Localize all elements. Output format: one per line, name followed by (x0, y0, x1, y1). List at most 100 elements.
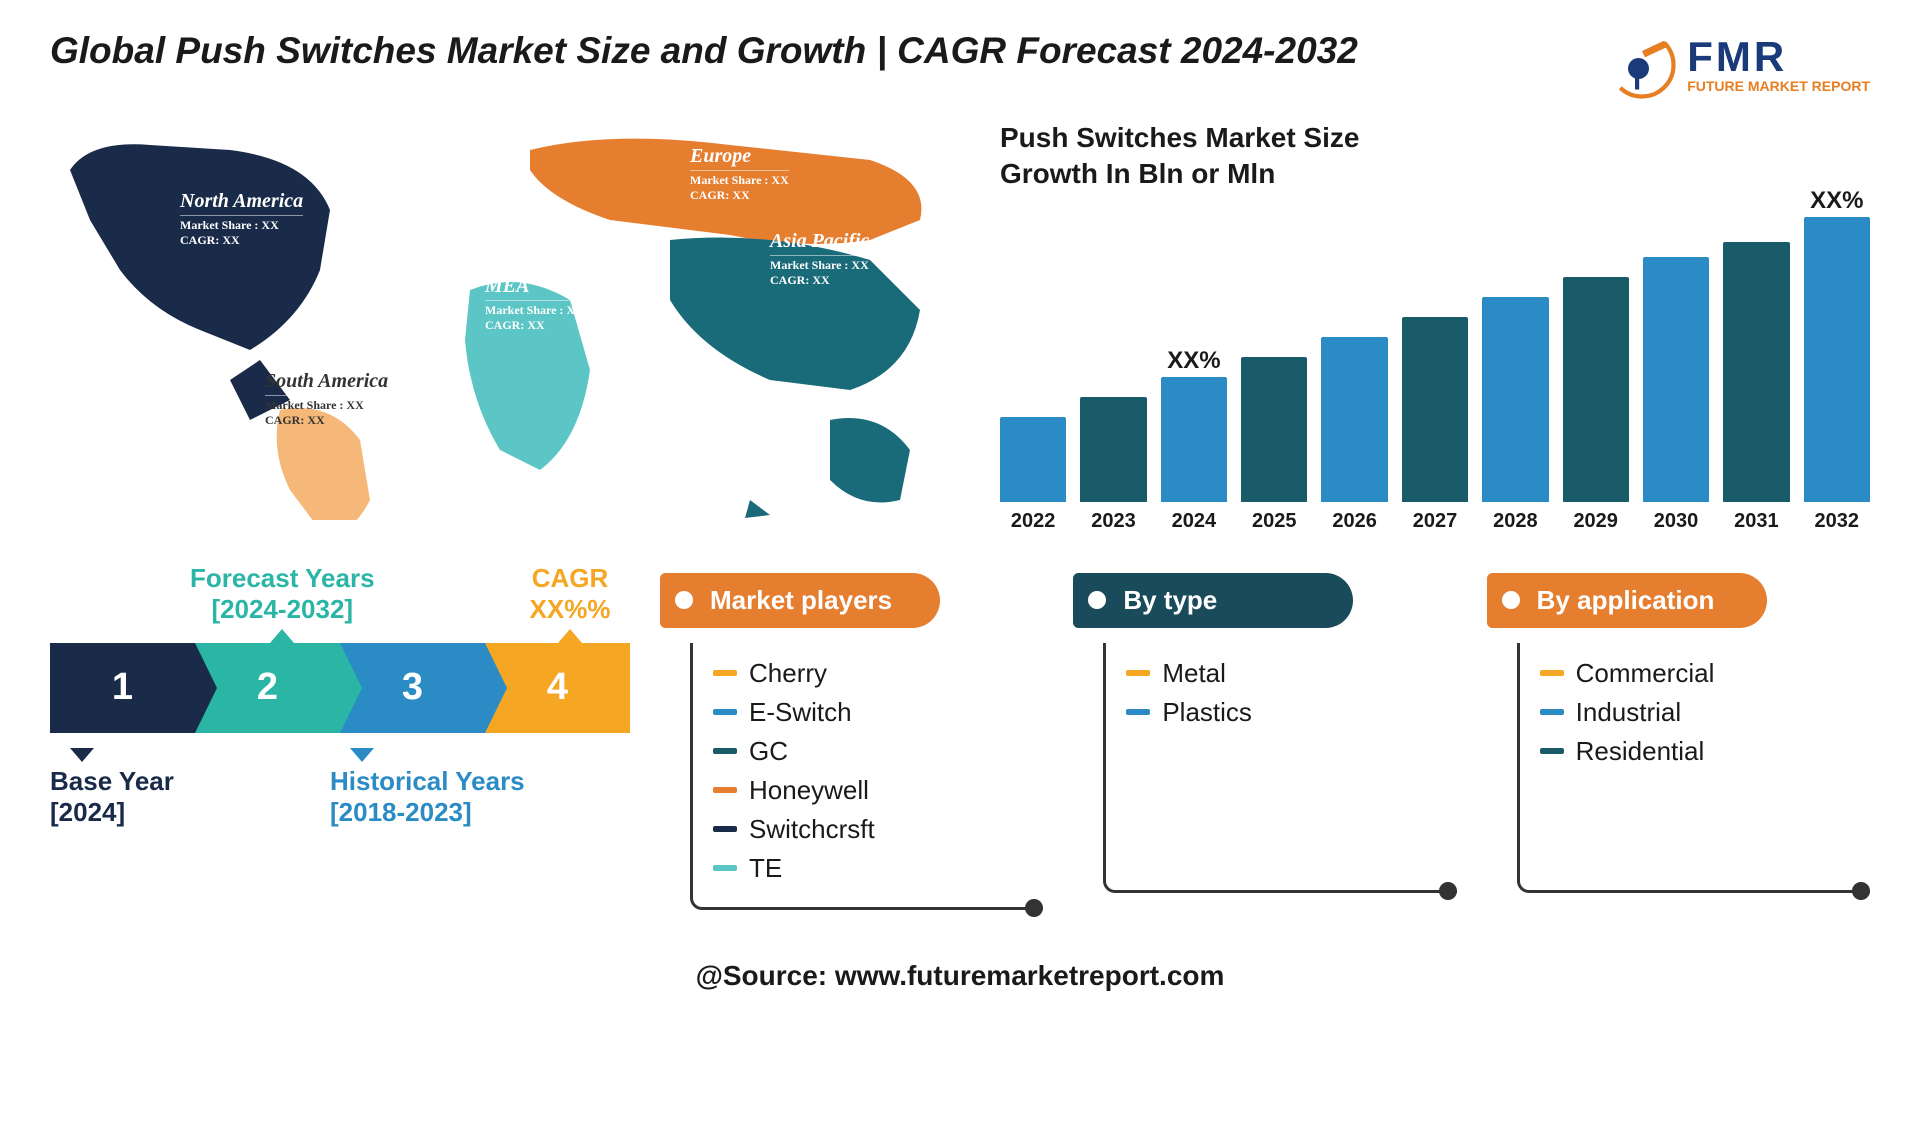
info-box-by-application: By application Commercial Industrial Reside… (1487, 573, 1870, 910)
timeline-label: Base Year[2024] (50, 748, 174, 828)
list-item: Residential (1540, 736, 1870, 767)
bar (1804, 217, 1870, 502)
info-box-header: By application (1487, 573, 1767, 628)
list-item: Commercial (1540, 658, 1870, 689)
bullet-icon (1126, 709, 1150, 715)
bar-chart-container: Push Switches Market Size Growth In Bln … (1000, 120, 1870, 533)
bar-2027: 2027 (1402, 317, 1468, 533)
bullet-icon (713, 670, 737, 676)
bar-year-label: 2027 (1413, 510, 1458, 533)
map-region-north-america: North AmericaMarket Share : XXCAGR: XX (180, 190, 303, 248)
item-text: Plastics (1162, 697, 1252, 728)
bullet-icon (713, 865, 737, 871)
bar-annotation: XX% (1167, 347, 1220, 375)
telescope-icon (1607, 30, 1677, 100)
logo-subtitle: FUTURE MARKET REPORT (1687, 78, 1870, 94)
bullet-icon (1540, 709, 1564, 715)
info-list: Commercial Industrial Residential (1517, 643, 1870, 893)
map-region-mea: MEAMarket Share : XXCAGR: XX (485, 275, 584, 333)
timeline-bar: 1234 (50, 643, 630, 733)
bar-year-label: 2025 (1252, 510, 1297, 533)
map-region-europe: EuropeMarket Share : XXCAGR: XX (690, 145, 789, 203)
item-text: Honeywell (749, 775, 869, 806)
bar-year-label: 2032 (1815, 510, 1860, 533)
bullet-icon (713, 787, 737, 793)
item-text: E-Switch (749, 697, 852, 728)
source-attribution: @Source: www.futuremarketreport.com (50, 960, 1870, 992)
bar-2024: XX%2024 (1161, 377, 1227, 533)
item-text: Switchcrsft (749, 814, 875, 845)
info-box-by-type: By type Metal Plastics (1073, 573, 1456, 910)
bar-year-label: 2030 (1654, 510, 1699, 533)
item-text: Cherry (749, 658, 827, 689)
bar-2032: XX%2032 (1804, 217, 1870, 533)
list-item: Plastics (1126, 697, 1456, 728)
logo-text: FMR (1687, 36, 1870, 78)
bar (1482, 297, 1548, 502)
bullet-icon (713, 826, 737, 832)
bar-2028: 2028 (1482, 297, 1548, 533)
info-list: Metal Plastics (1103, 643, 1456, 893)
timeline-segment-1: 1 (50, 643, 195, 733)
bar-year-label: 2022 (1011, 510, 1056, 533)
bar-2026: 2026 (1321, 337, 1387, 533)
bar-2031: 2031 (1723, 242, 1789, 533)
timeline-label: Historical Years[2018-2023] (330, 748, 525, 828)
list-item: TE (713, 853, 1043, 884)
bar (1080, 397, 1146, 502)
bullet-icon (713, 748, 737, 754)
bar-annotation: XX% (1810, 187, 1863, 215)
bar-year-label: 2028 (1493, 510, 1538, 533)
bar-2023: 2023 (1080, 397, 1146, 533)
item-text: GC (749, 736, 788, 767)
bullet-icon (1126, 670, 1150, 676)
item-text: Metal (1162, 658, 1226, 689)
timeline-label: Forecast Years[2024-2032] (190, 563, 375, 643)
bottom-section: Forecast Years[2024-2032]CAGR XX%%1234Ba… (50, 573, 1870, 910)
bar (1402, 317, 1468, 502)
bar-2030: 2030 (1643, 257, 1709, 533)
bar-year-label: 2031 (1734, 510, 1779, 533)
fmr-logo: FMR FUTURE MARKET REPORT (1607, 30, 1870, 100)
info-box-header: By type (1073, 573, 1353, 628)
bar (1000, 417, 1066, 502)
item-text: TE (749, 853, 782, 884)
bar (1241, 357, 1307, 502)
bar (1563, 277, 1629, 502)
bar-year-label: 2023 (1091, 510, 1136, 533)
bar-year-label: 2026 (1332, 510, 1377, 533)
list-item: Honeywell (713, 775, 1043, 806)
bullet-icon (1540, 670, 1564, 676)
list-item: E-Switch (713, 697, 1043, 728)
timeline: Forecast Years[2024-2032]CAGR XX%%1234Ba… (50, 573, 630, 733)
bar (1161, 377, 1227, 502)
bar-year-label: 2024 (1172, 510, 1217, 533)
top-section: North AmericaMarket Share : XXCAGR: XX So… (50, 120, 1870, 533)
item-text: Industrial (1576, 697, 1682, 728)
item-text: Commercial (1576, 658, 1715, 689)
bar (1643, 257, 1709, 502)
info-list: Cherry E-Switch GC Honeywell Switchcrsft TE (690, 643, 1043, 910)
item-text: Residential (1576, 736, 1705, 767)
bar-2029: 2029 (1563, 277, 1629, 533)
bar-chart: 20222023XX%20242025202620272028202920302… (1000, 213, 1870, 533)
chart-title: Push Switches Market Size Growth In Bln … (1000, 120, 1380, 193)
info-box-header: Market players (660, 573, 940, 628)
timeline-label: CAGR XX%% (510, 563, 630, 643)
list-item: Switchcrsft (713, 814, 1043, 845)
world-map: North AmericaMarket Share : XXCAGR: XX So… (50, 120, 960, 520)
bullet-icon (713, 709, 737, 715)
bar-2022: 2022 (1000, 417, 1066, 533)
map-region-asia-pacific: Asia PacificMarket Share : XXCAGR: XX (770, 230, 869, 288)
bullet-icon (1540, 748, 1564, 754)
bar-year-label: 2029 (1573, 510, 1618, 533)
header: Global Push Switches Market Size and Gro… (50, 30, 1870, 100)
info-box-market-players: Market players Cherry E-Switch GC Honeywell S… (660, 573, 1043, 910)
list-item: Cherry (713, 658, 1043, 689)
list-item: Industrial (1540, 697, 1870, 728)
map-region-south-america: South AmericaMarket Share : XXCAGR: XX (265, 370, 388, 428)
list-item: GC (713, 736, 1043, 767)
bar (1321, 337, 1387, 502)
page-title: Global Push Switches Market Size and Gro… (50, 30, 1358, 72)
bar (1723, 242, 1789, 502)
